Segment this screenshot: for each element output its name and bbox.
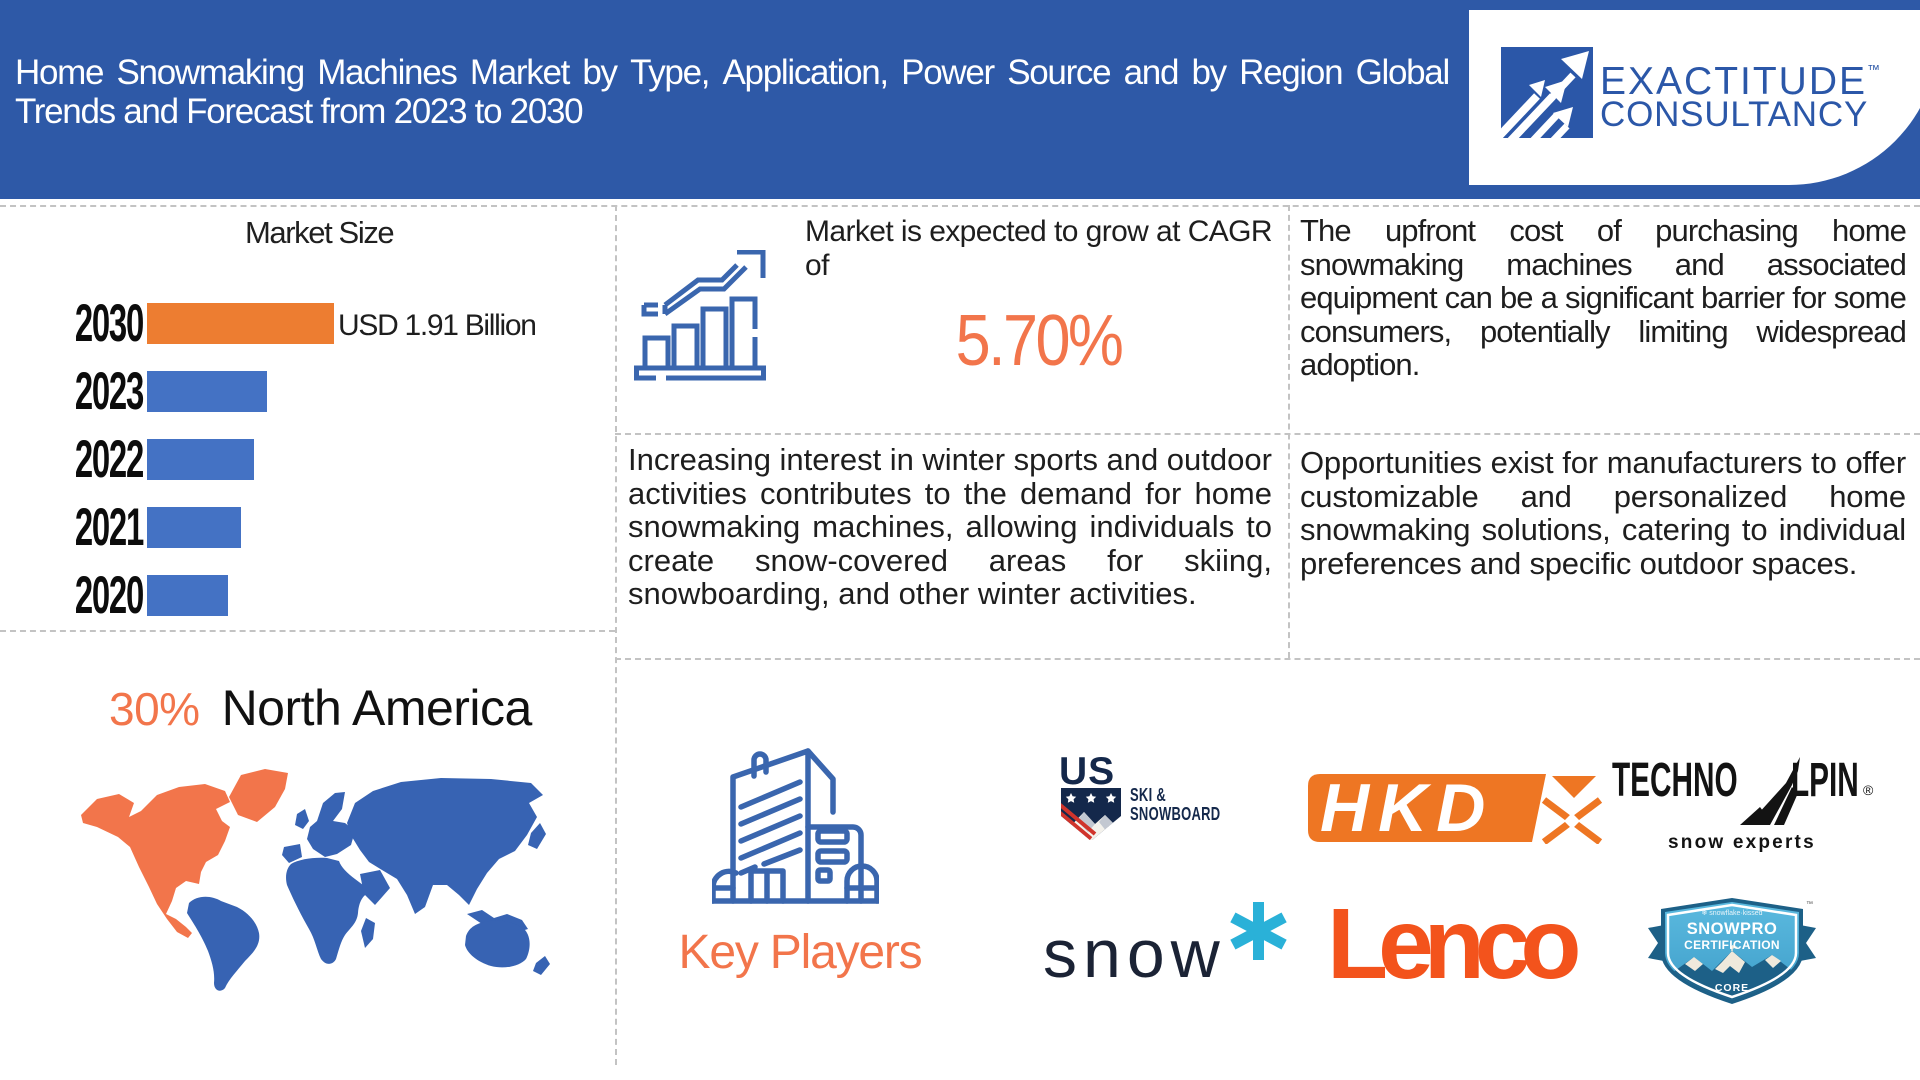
svg-text:SNOWPRO: SNOWPRO — [1687, 920, 1778, 938]
svg-text:❄ snowflake·kissed: ❄ snowflake·kissed — [1701, 909, 1762, 917]
svg-text:™: ™ — [1806, 901, 1813, 908]
svg-text:CERTIFICATION: CERTIFICATION — [1684, 938, 1780, 952]
svg-text:HKD: HKD — [1320, 772, 1494, 844]
svg-text:CORE: CORE — [1715, 982, 1749, 994]
